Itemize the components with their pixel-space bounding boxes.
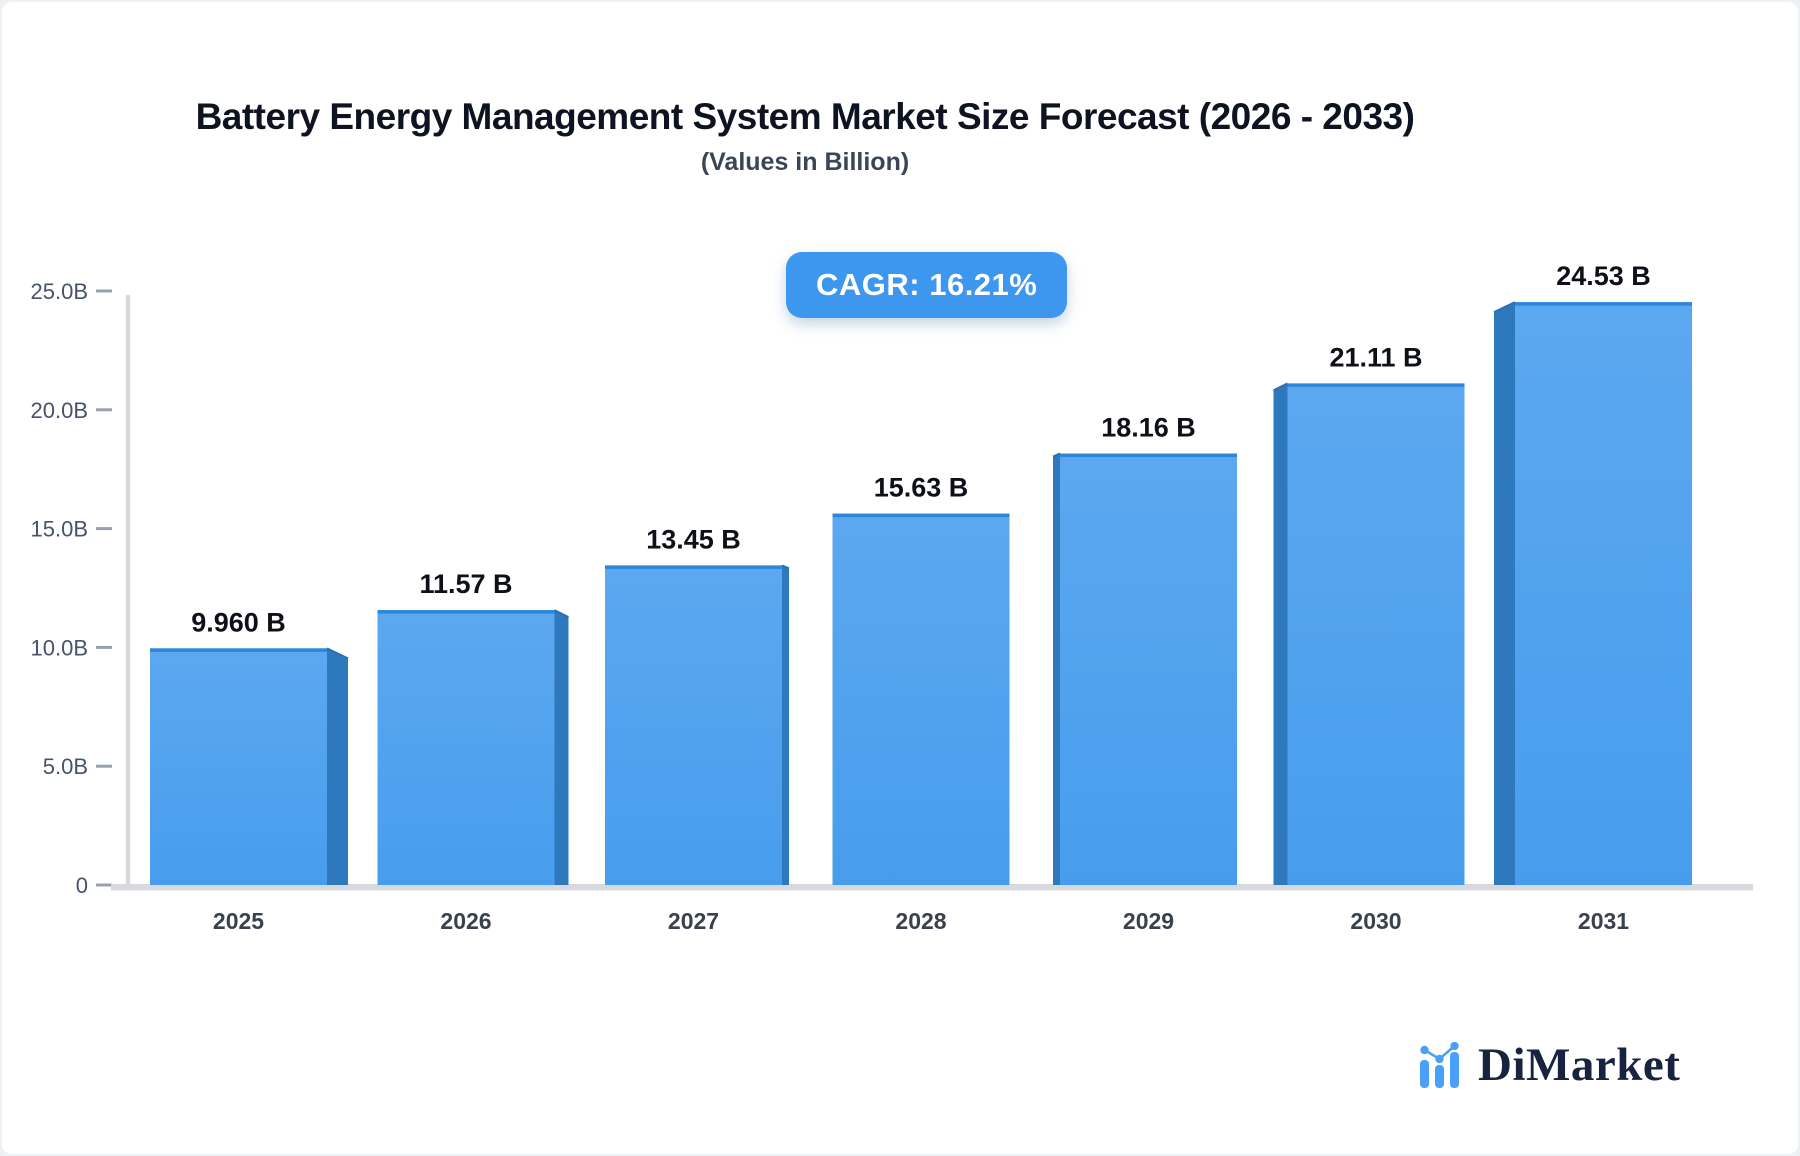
bar-face-2029 <box>1060 453 1237 885</box>
chart-subtitle: (Values in Billion) <box>700 148 910 176</box>
bar-side-2029 <box>1053 453 1060 885</box>
brand-logo-text: DiMarket <box>1478 1039 1681 1091</box>
bar-face-2027 <box>605 565 782 885</box>
bar-top-edge-2030 <box>1287 383 1465 387</box>
y-tick-label: 25.0B <box>31 279 89 304</box>
bar-face-2031 <box>1515 302 1692 885</box>
chart-title: Battery Energy Management System Market … <box>195 96 1415 137</box>
bar-side-2027 <box>782 565 789 885</box>
brand-logo: DiMarket <box>1416 1040 1680 1090</box>
x-axis-line <box>111 884 1753 891</box>
logo-dot-1 <box>1420 1045 1429 1055</box>
bar-side-edge-2025 <box>326 647 349 660</box>
logo-dot-2 <box>1435 1054 1444 1064</box>
bar-side-edge-2031 <box>1493 301 1516 314</box>
logo-bar-3 <box>1450 1052 1459 1088</box>
bar-side-edge-2027 <box>781 564 790 570</box>
bar-side-2026 <box>554 610 569 885</box>
y-tick-label: 5.0B <box>43 754 88 779</box>
bar-face-2030 <box>1287 383 1465 885</box>
bar-face-2025 <box>150 648 327 885</box>
bar-side-2025 <box>327 648 348 885</box>
logo-bar-2 <box>1435 1065 1444 1088</box>
logo-dot-3 <box>1450 1042 1459 1051</box>
y-tick-label: 0 <box>76 873 88 898</box>
brand-logo-icon <box>1420 1042 1459 1088</box>
bar-value-label-2028: 15.63 B <box>874 473 969 503</box>
x-tick-label-2028: 2028 <box>895 908 946 934</box>
bar-side-edge-2029 <box>1052 452 1061 458</box>
bar-value-label-2027: 13.45 B <box>646 524 741 554</box>
x-tick-label-2025: 2025 <box>213 908 264 934</box>
x-tick-label-2030: 2030 <box>1350 908 1401 934</box>
bar-value-label-2030: 21.11 B <box>1329 342 1422 372</box>
x-tick-label-2026: 2026 <box>440 908 491 934</box>
y-tick-label: 15.0B <box>31 517 89 542</box>
bar-top-edge-2031 <box>1515 302 1692 306</box>
logo-bar-1 <box>1420 1060 1429 1088</box>
x-tick-label-2027: 2027 <box>668 908 719 934</box>
y-tick-label: 20.0B <box>31 398 89 423</box>
bar-side-2031 <box>1494 302 1515 885</box>
y-tick-label: 10.0B <box>31 635 89 660</box>
bar-value-label-2029: 18.16 B <box>1101 413 1196 443</box>
bar-top-edge-2028 <box>832 513 1010 518</box>
bar-value-label-2025: 9.960 B <box>191 607 286 637</box>
bar-top-edge-2026 <box>377 610 555 614</box>
bar-side-edge-2030 <box>1273 382 1288 392</box>
cagr-badge: CAGR: 16.21% <box>786 252 1068 318</box>
bar-top-edge-2029 <box>1060 453 1237 458</box>
bar-side-2030 <box>1273 383 1288 885</box>
x-tick-label-2031: 2031 <box>1578 908 1629 934</box>
bar-side-edge-2026 <box>554 609 569 618</box>
bar-top-edge-2025 <box>150 648 327 652</box>
bar-face-2028 <box>832 513 1010 885</box>
bar-value-label-2026: 11.57 B <box>419 569 512 599</box>
bar-face-2026 <box>377 610 555 885</box>
bar-value-label-2031: 24.53 B <box>1556 261 1651 291</box>
bar-top-edge-2027 <box>605 565 782 569</box>
x-tick-label-2029: 2029 <box>1123 908 1174 934</box>
